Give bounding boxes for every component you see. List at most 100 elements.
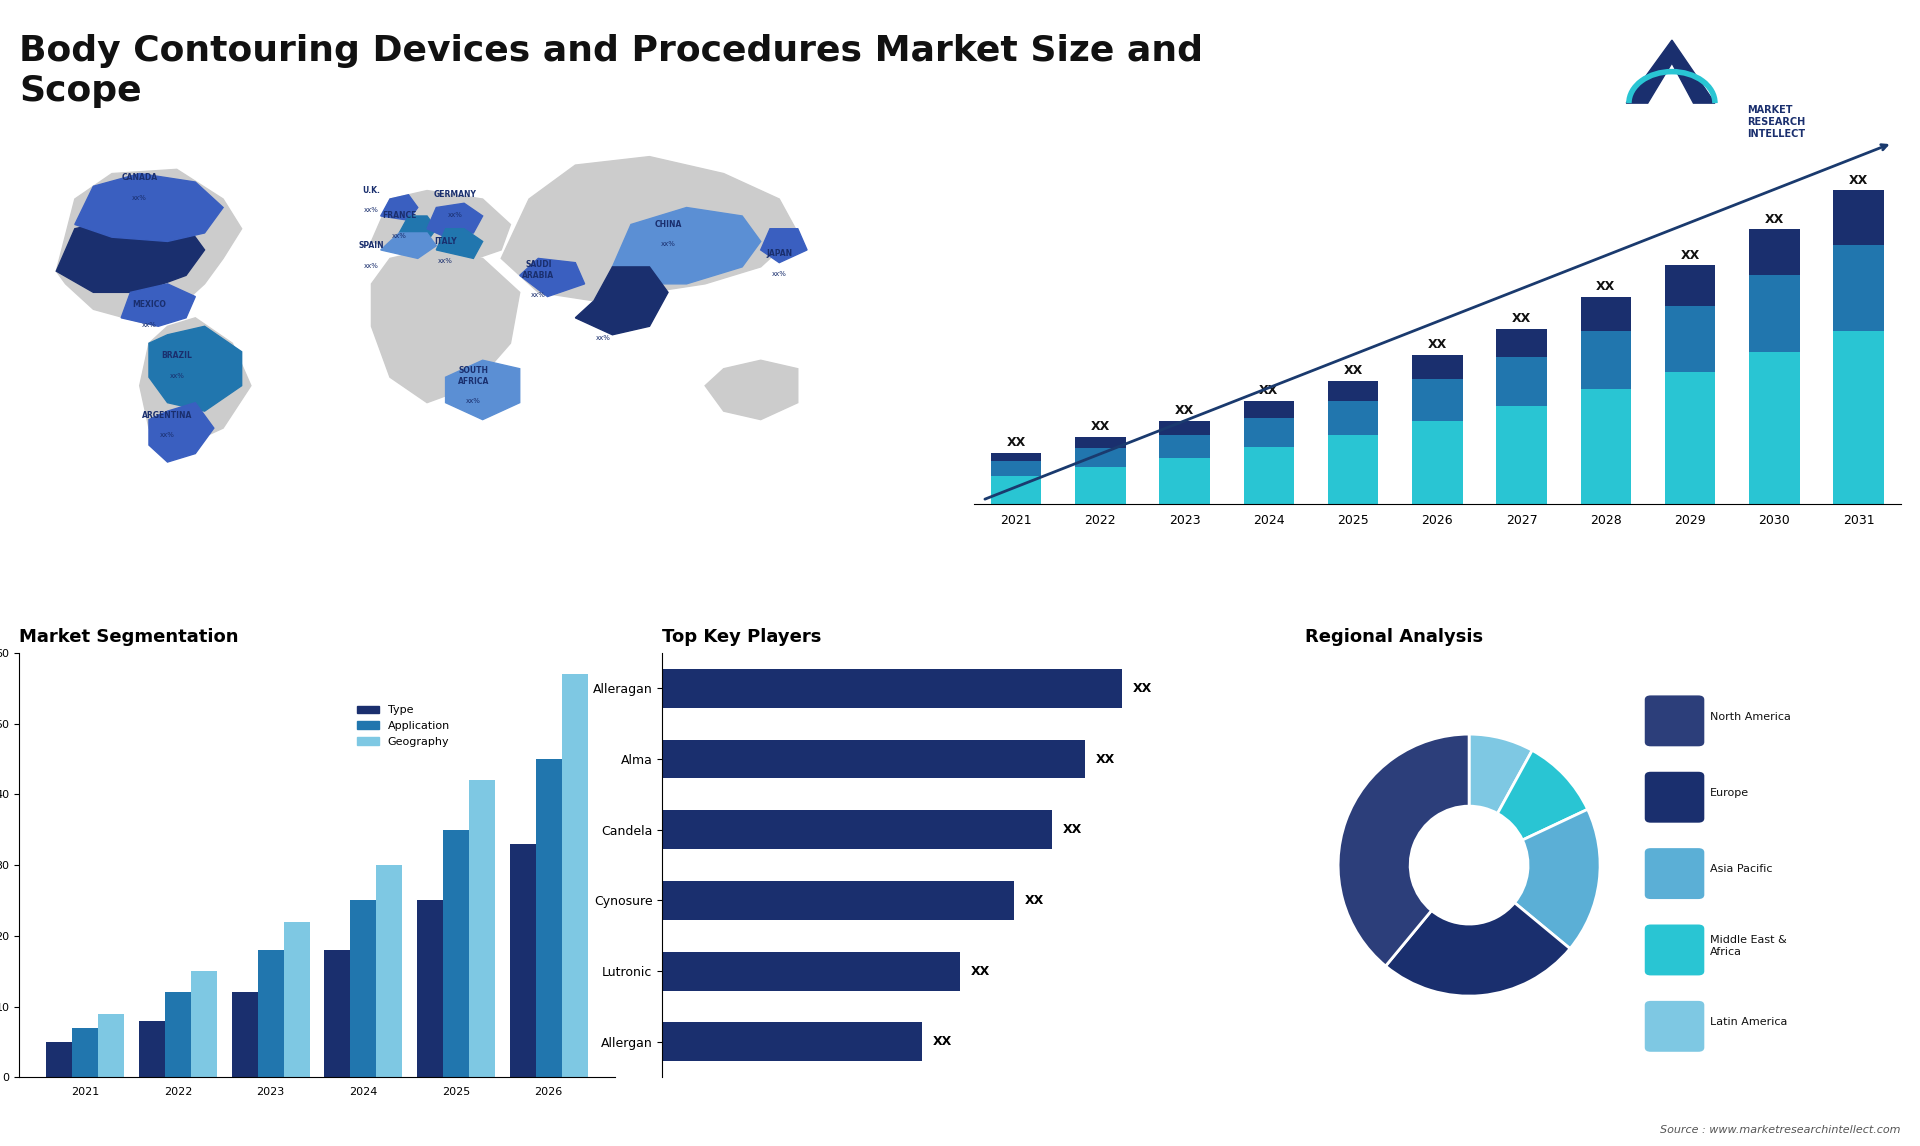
Text: XX: XX [1680,249,1699,261]
Bar [662,669,1123,708]
Text: INDIA: INDIA [591,313,616,322]
Bar [444,830,468,1077]
Text: Top Key Players: Top Key Players [662,628,822,646]
Bar [1834,190,1884,245]
FancyBboxPatch shape [1645,696,1705,746]
Polygon shape [1626,40,1715,103]
Bar [284,921,309,1077]
Bar [1665,265,1715,306]
Bar [991,453,1041,461]
Text: U.K.: U.K. [363,186,380,195]
Bar [536,759,563,1077]
Polygon shape [705,360,799,419]
Bar [376,865,401,1077]
Text: xx%: xx% [530,292,545,298]
Bar [1496,329,1548,358]
Bar [1580,331,1632,390]
Text: Asia Pacific: Asia Pacific [1711,864,1772,874]
Polygon shape [576,267,668,335]
Bar [1329,401,1379,435]
Bar [468,780,495,1077]
Text: XX: XX [1064,823,1083,837]
Text: xx%: xx% [660,242,676,248]
Polygon shape [436,229,482,258]
Bar [1160,435,1210,458]
Text: GERMANY: GERMANY [434,190,476,199]
Text: Source : www.marketresearchintellect.com: Source : www.marketresearchintellect.com [1661,1124,1901,1135]
Text: XX: XX [1260,384,1279,398]
Text: xx%: xx% [447,212,463,218]
Bar [1075,437,1125,448]
FancyBboxPatch shape [1645,848,1705,900]
Text: XX: XX [1006,437,1025,449]
Polygon shape [445,360,520,419]
Polygon shape [520,258,584,297]
Text: xx%: xx% [159,432,175,439]
Polygon shape [426,203,482,237]
Polygon shape [56,170,242,322]
Polygon shape [760,229,806,262]
Text: Market Segmentation: Market Segmentation [19,628,238,646]
Text: Body Contouring Devices and Procedures Market Size and
Scope: Body Contouring Devices and Procedures M… [19,34,1204,108]
Polygon shape [371,250,520,402]
Bar [1244,401,1294,418]
Bar [662,739,1085,778]
Text: xx%: xx% [365,207,378,213]
Bar [1411,421,1463,504]
Bar [1580,297,1632,331]
Polygon shape [121,284,196,327]
Bar [1834,331,1884,504]
Bar [1749,352,1799,504]
Text: XX: XX [1091,421,1110,433]
Text: XX: XX [1764,213,1784,226]
Text: XX: XX [1511,312,1532,325]
Text: Middle East &
Africa: Middle East & Africa [1711,935,1788,957]
Polygon shape [150,327,242,411]
Polygon shape [56,215,205,292]
Text: XX: XX [1133,682,1152,694]
Bar [165,992,190,1077]
Bar [324,950,349,1077]
Bar [1244,418,1294,447]
Bar [1834,245,1884,331]
Bar [417,901,444,1077]
Bar [1075,468,1125,504]
Text: xx%: xx% [104,267,119,273]
Bar [991,476,1041,504]
Polygon shape [380,233,436,258]
Bar [1665,306,1715,371]
Text: xx%: xx% [595,335,611,340]
Bar [1749,229,1799,275]
Text: CHINA: CHINA [655,220,682,229]
Text: XX: XX [1344,364,1363,377]
Text: U.S.: U.S. [104,245,121,254]
Bar [257,950,284,1077]
Text: ARGENTINA: ARGENTINA [142,410,192,419]
FancyBboxPatch shape [1645,1000,1705,1052]
Polygon shape [150,402,213,462]
Bar [1496,407,1548,504]
Bar [1411,354,1463,379]
Legend: Type, Application, Geography: Type, Application, Geography [351,701,455,751]
Text: XX: XX [1849,174,1868,187]
Bar [662,810,1052,849]
Text: XX: XX [1025,894,1044,906]
Bar [1665,371,1715,504]
Text: xx%: xx% [142,322,156,328]
Bar [1749,275,1799,352]
Text: Europe: Europe [1711,788,1749,798]
Bar [1329,380,1379,401]
Text: xx%: xx% [169,372,184,379]
Text: XX: XX [972,965,991,978]
Text: SPAIN: SPAIN [359,241,384,250]
Bar [46,1042,73,1077]
Polygon shape [399,215,436,242]
Text: xx%: xx% [365,262,378,268]
Bar [563,674,588,1077]
Text: SAUDI
ARABIA: SAUDI ARABIA [522,260,555,280]
Bar [232,992,257,1077]
Bar [1329,435,1379,504]
Bar [1244,447,1294,504]
Text: XX: XX [1094,753,1116,766]
Text: XX: XX [1596,281,1615,293]
